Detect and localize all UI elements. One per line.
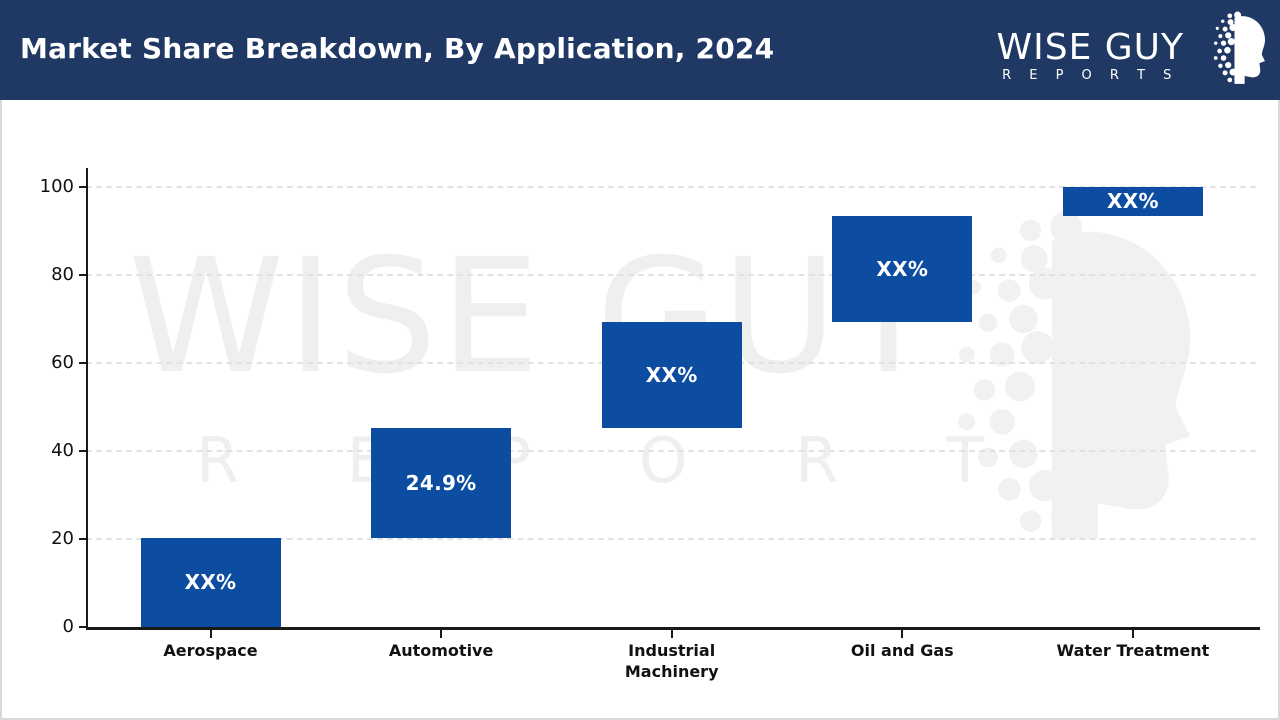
gridline-y80 <box>86 274 1256 276</box>
y-tick-label: 100 <box>39 176 74 197</box>
wiseguy-logo: WISE GUY R E P O R T S <box>997 6 1273 96</box>
page-border-bottom <box>0 718 1280 720</box>
y-tick-label: 60 <box>51 352 74 373</box>
bar-label: 24.9% <box>405 470 477 495</box>
x-tick-label: Automotive <box>388 641 494 660</box>
gridline-y100 <box>86 186 1256 188</box>
bar-label: XX% <box>1107 189 1159 214</box>
x-tick <box>440 630 443 638</box>
y-tick <box>79 626 86 628</box>
y-axis <box>86 168 88 630</box>
x-tick <box>1131 630 1134 638</box>
logo-text: WISE GUY R E P O R T S <box>996 26 1185 83</box>
x-tick <box>209 630 212 638</box>
x-tick-label: Aerospace <box>163 641 258 660</box>
x-axis <box>86 627 1260 630</box>
logo-wordmark: WISE GUY <box>996 26 1184 68</box>
bar-label: XX% <box>876 256 929 281</box>
page-title: Market Share Breakdown, By Application, … <box>20 31 775 65</box>
y-tick-label: 0 <box>62 616 74 637</box>
y-tick <box>79 450 86 452</box>
logo-face-icon <box>1186 9 1272 93</box>
x-tick-label: Oil and Gas <box>850 641 954 660</box>
logo-subtext: R E P O R T S <box>1002 67 1179 83</box>
y-tick <box>79 362 86 364</box>
bar-label: XX% <box>184 570 237 595</box>
y-tick-label: 80 <box>51 264 74 285</box>
x-tick <box>901 630 904 638</box>
bar-oil-and-gas: XX% <box>832 215 973 323</box>
x-tick-label: Water Treatment <box>1056 641 1210 660</box>
y-tick-label: 40 <box>51 440 74 461</box>
bar-automotive: 24.9% <box>371 428 512 538</box>
page-border-left <box>0 100 2 720</box>
bar-aerospace: XX% <box>140 537 281 627</box>
gridline-y40 <box>86 450 1256 452</box>
x-tick-label: Industrial Machinery <box>624 641 719 681</box>
y-tick <box>79 186 86 188</box>
y-tick <box>79 274 86 276</box>
header: Market Share Breakdown, By Application, … <box>0 0 1280 100</box>
gridline-y20 <box>86 538 1256 540</box>
y-tick-label: 20 <box>51 528 74 549</box>
x-tick <box>670 630 673 638</box>
bar-water-treatment: XX% <box>1062 187 1203 216</box>
bar-label: XX% <box>645 363 698 388</box>
bar-industrial: XX% <box>601 322 742 429</box>
page-border-right <box>1278 100 1280 720</box>
y-tick <box>79 538 86 540</box>
